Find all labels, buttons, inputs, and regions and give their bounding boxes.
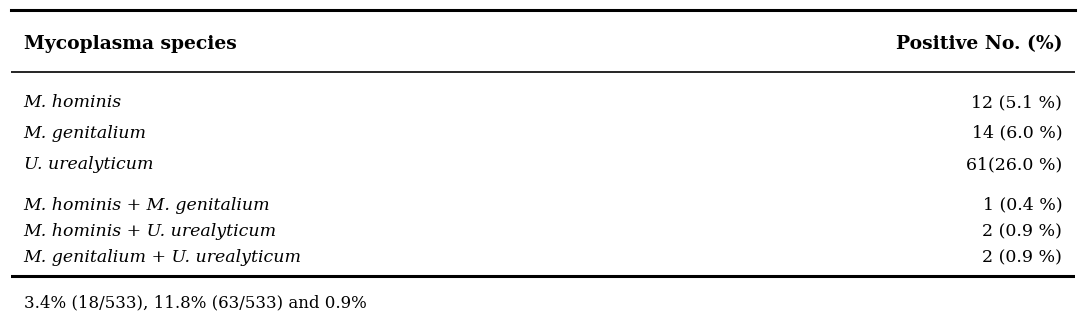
Text: 14 (6.0 %): 14 (6.0 %): [972, 125, 1062, 141]
Text: M. genitalium: M. genitalium: [24, 125, 147, 141]
Text: 12 (5.1 %): 12 (5.1 %): [972, 94, 1062, 111]
Text: M. hominis: M. hominis: [24, 94, 122, 111]
Text: Positive No. (%): Positive No. (%): [896, 36, 1062, 53]
Text: U. urealyticum: U. urealyticum: [24, 156, 153, 173]
Text: 3.4% (18/533), 11.8% (63/533) and 0.9%: 3.4% (18/533), 11.8% (63/533) and 0.9%: [24, 294, 366, 311]
Text: 61(26.0 %): 61(26.0 %): [967, 156, 1062, 173]
Text: M. genitalium + U. urealyticum: M. genitalium + U. urealyticum: [24, 249, 302, 266]
Text: 1 (0.4 %): 1 (0.4 %): [983, 197, 1062, 214]
Text: 2 (0.9 %): 2 (0.9 %): [983, 223, 1062, 240]
Text: Mycoplasma species: Mycoplasma species: [24, 36, 237, 53]
Text: 2 (0.9 %): 2 (0.9 %): [983, 249, 1062, 266]
Text: M. hominis + M. genitalium: M. hominis + M. genitalium: [24, 197, 270, 214]
Text: M. hominis + U. urealyticum: M. hominis + U. urealyticum: [24, 223, 277, 240]
